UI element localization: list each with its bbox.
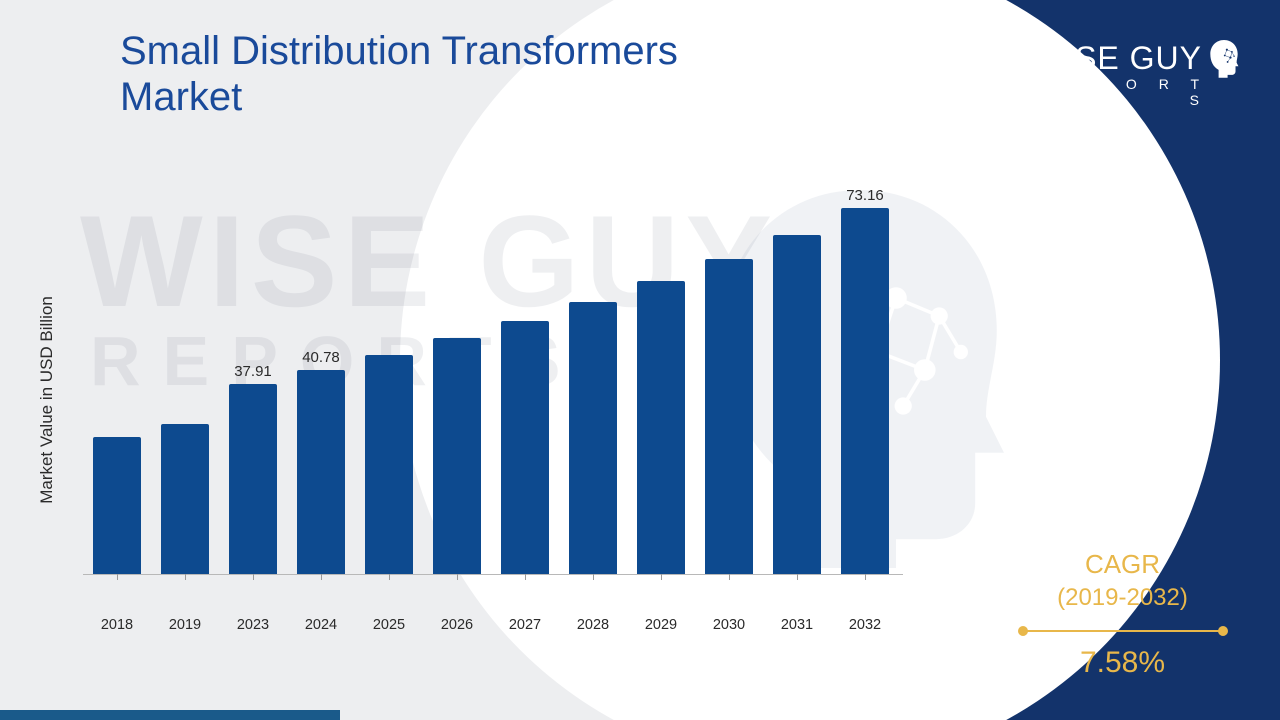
x-tick — [185, 574, 186, 580]
bar-slot — [627, 281, 695, 574]
logo-head-icon — [1206, 38, 1242, 78]
bar-slot — [695, 259, 763, 575]
x-axis-tick-label: 2030 — [695, 617, 763, 633]
x-axis-tick-label: 2024 — [287, 617, 355, 633]
logo-text-sub: R E P O R T S — [1002, 76, 1208, 108]
bar-slot — [491, 321, 559, 575]
bar — [297, 370, 345, 574]
page-root: WISE GUY REPORTS Small Distribution Tran… — [0, 0, 1280, 720]
bar-value-label: 40.78 — [302, 349, 340, 366]
x-tick — [457, 574, 458, 580]
logo-main-row: WISE GUY — [1002, 38, 1242, 78]
x-axis-tick-label: 2027 — [491, 617, 559, 633]
bar-slot — [763, 235, 831, 575]
bar — [501, 321, 549, 575]
bar — [841, 208, 889, 574]
x-tick — [661, 574, 662, 580]
x-axis-tick-label: 2018 — [83, 617, 151, 633]
x-tick — [253, 574, 254, 580]
bar — [229, 384, 277, 574]
logo-text-main: WISE GUY — [1034, 40, 1202, 77]
plot-area: 37.9140.7873.16 — [83, 175, 903, 575]
x-axis-tick-label: 2029 — [627, 617, 695, 633]
x-tick — [321, 574, 322, 580]
bar — [569, 302, 617, 575]
bar-slot — [423, 338, 491, 574]
bar-value-label: 37.91 — [234, 363, 272, 380]
bar-slot — [83, 437, 151, 575]
bar — [637, 281, 685, 574]
bar — [161, 424, 209, 574]
x-tick — [525, 574, 526, 580]
x-axis-labels: 2018201920232024202520262027202820292030… — [83, 617, 903, 633]
chart-title: Small Distribution Transformers Market — [120, 28, 760, 120]
bar-slot — [151, 424, 219, 574]
x-axis-tick-label: 2028 — [559, 617, 627, 633]
bars-container: 37.9140.7873.16 — [83, 175, 903, 574]
bar — [773, 235, 821, 575]
bar-slot: 73.16 — [831, 208, 899, 574]
bar-chart: Market Value in USD Billion 37.9140.7873… — [55, 175, 905, 605]
cagr-range: (2019-2032) — [985, 584, 1260, 612]
x-axis-tick-label: 2032 — [831, 617, 899, 633]
cagr-value: 7.58% — [985, 646, 1260, 680]
y-axis-label: Market Value in USD Billion — [37, 296, 57, 504]
x-tick — [117, 574, 118, 580]
x-axis-tick-label: 2025 — [355, 617, 423, 633]
x-tick — [797, 574, 798, 580]
bar — [93, 437, 141, 575]
x-axis-tick-label: 2023 — [219, 617, 287, 633]
x-tick — [729, 574, 730, 580]
bar-slot: 37.91 — [219, 384, 287, 574]
x-tick — [865, 574, 866, 580]
cagr-divider — [1023, 630, 1223, 632]
x-axis-tick-label: 2031 — [763, 617, 831, 633]
x-axis-tick-label: 2019 — [151, 617, 219, 633]
bar-slot — [355, 355, 423, 574]
x-tick — [593, 574, 594, 580]
bar-value-label: 73.16 — [846, 187, 884, 204]
cagr-label: CAGR — [985, 549, 1260, 580]
x-axis-tick-label: 2026 — [423, 617, 491, 633]
bar-slot: 40.78 — [287, 370, 355, 574]
bar — [365, 355, 413, 574]
bottom-accent-bar — [0, 710, 340, 720]
bar — [433, 338, 481, 574]
bar-slot — [559, 302, 627, 575]
cagr-panel: CAGR (2019-2032) 7.58% — [985, 549, 1260, 680]
bar — [705, 259, 753, 575]
brand-logo: WISE GUY R E P O R T S — [1002, 38, 1242, 108]
x-tick — [389, 574, 390, 580]
